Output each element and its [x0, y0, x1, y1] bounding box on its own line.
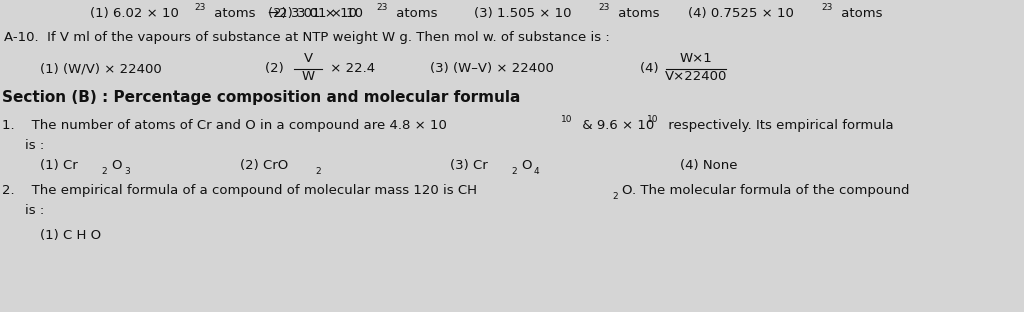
Text: 3: 3 — [124, 167, 130, 176]
Text: O: O — [111, 159, 122, 172]
Text: O: O — [521, 159, 531, 172]
Text: 2: 2 — [101, 167, 106, 176]
Text: 4: 4 — [534, 167, 540, 176]
Text: (4) 0.7525 × 10: (4) 0.7525 × 10 — [688, 7, 794, 20]
Text: Section (B) : Percentage composition and molecular formula: Section (B) : Percentage composition and… — [2, 90, 520, 105]
Text: 1.    The number of atoms of Cr and O in a compound are 4.8 × 10: 1. The number of atoms of Cr and O in a … — [2, 119, 446, 132]
Text: 2.    The empirical formula of a compound of molecular mass 120 is CH: 2. The empirical formula of a compound o… — [2, 184, 477, 197]
Text: atoms: atoms — [392, 7, 437, 20]
Text: (1) (W/V) × 22400: (1) (W/V) × 22400 — [40, 62, 162, 75]
Text: 23: 23 — [376, 3, 387, 12]
Text: 2: 2 — [511, 167, 517, 176]
Text: W×1: W×1 — [680, 52, 713, 65]
Text: (2) 3.01 × 10: (2) 3.01 × 10 — [268, 7, 357, 20]
Text: (3) 1.505 × 10: (3) 1.505 × 10 — [474, 7, 571, 20]
Text: (3) (W–V) × 22400: (3) (W–V) × 22400 — [430, 62, 554, 75]
Text: is :: is : — [25, 139, 44, 152]
Text: is :: is : — [25, 204, 44, 217]
Text: O. The molecular formula of the compound: O. The molecular formula of the compound — [622, 184, 909, 197]
Text: (4): (4) — [640, 62, 663, 75]
Text: V: V — [303, 52, 312, 65]
Text: 10: 10 — [647, 115, 658, 124]
Text: (4) None: (4) None — [680, 159, 737, 172]
Text: (1) 6.02 × 10: (1) 6.02 × 10 — [90, 7, 179, 20]
Text: (1) C H O: (1) C H O — [40, 229, 101, 242]
Text: & 9.6 × 10: & 9.6 × 10 — [578, 119, 654, 132]
Text: W: W — [301, 70, 314, 83]
Text: 23: 23 — [598, 3, 609, 12]
Text: 23: 23 — [194, 3, 206, 12]
Text: (2): (2) — [265, 62, 288, 75]
Text: respectively. Its empirical formula: respectively. Its empirical formula — [664, 119, 894, 132]
Text: 2: 2 — [612, 192, 617, 201]
Text: (1) Cr: (1) Cr — [40, 159, 78, 172]
Text: A-10.  If V ml of the vapours of substance at NTP weight W g. Then mol w. of sub: A-10. If V ml of the vapours of substanc… — [4, 31, 609, 44]
Text: atoms: atoms — [837, 7, 883, 20]
Text: 2: 2 — [315, 167, 321, 176]
Text: atoms: atoms — [210, 7, 256, 20]
Text: × 22.4: × 22.4 — [326, 62, 375, 75]
Text: 10: 10 — [561, 115, 572, 124]
Text: (2) CrO: (2) CrO — [240, 159, 288, 172]
Text: V×22400: V×22400 — [665, 70, 727, 83]
Text: atoms: atoms — [614, 7, 659, 20]
Text: →2) 3.01 × 10: →2) 3.01 × 10 — [268, 7, 362, 20]
Text: 23: 23 — [821, 3, 833, 12]
Text: (3) Cr: (3) Cr — [450, 159, 487, 172]
